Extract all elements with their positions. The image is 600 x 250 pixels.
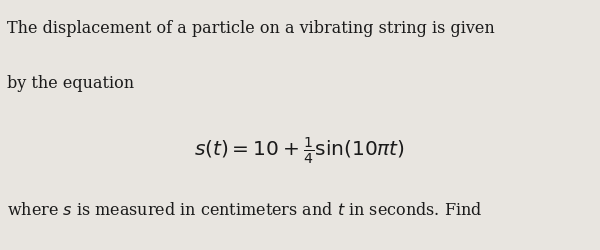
Text: by the equation: by the equation (7, 75, 134, 92)
Text: $s(t) = 10 + \frac{1}{4}\sin(10\pi t)$: $s(t) = 10 + \frac{1}{4}\sin(10\pi t)$ (194, 135, 406, 165)
Text: The displacement of a particle on a vibrating string is given: The displacement of a particle on a vibr… (7, 20, 495, 37)
Text: where $s$ is measured in centimeters and $t$ in seconds. Find: where $s$ is measured in centimeters and… (7, 201, 482, 218)
